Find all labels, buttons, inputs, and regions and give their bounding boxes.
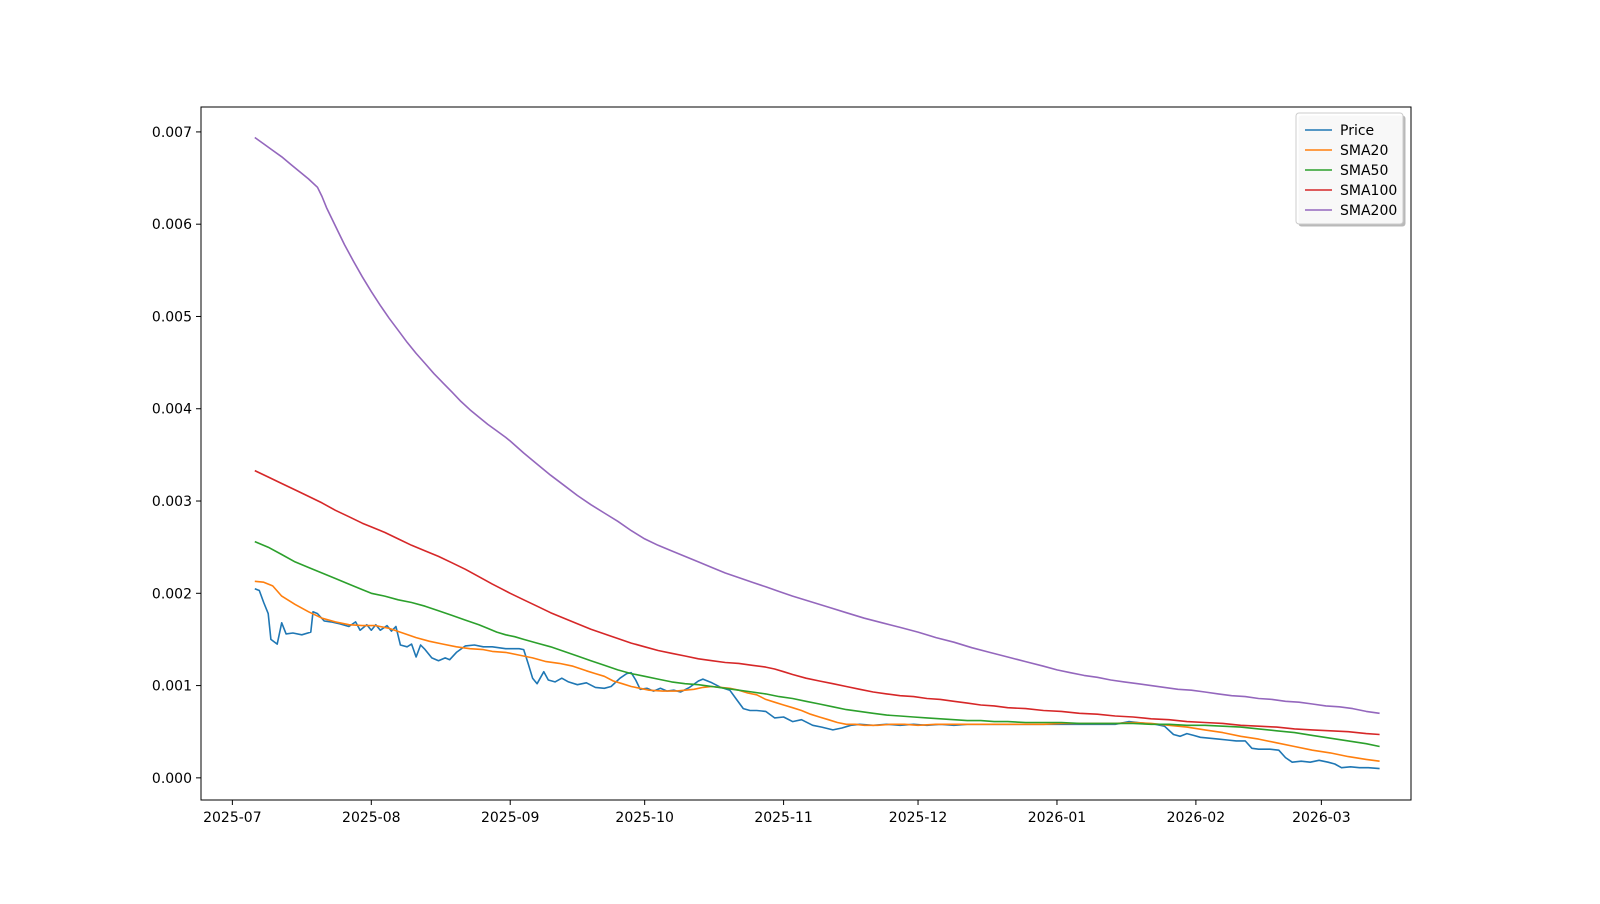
legend-box	[1295, 112, 1404, 225]
x-tick-label: 2026-03	[1292, 810, 1351, 826]
y-tick-label: 0.005	[152, 309, 192, 325]
legend-label-sma100: SMA100	[1340, 183, 1397, 199]
y-tick-label: 0.004	[152, 402, 192, 418]
x-tick-label: 2025-07	[203, 810, 262, 826]
legend-label-sma200: SMA200	[1340, 203, 1397, 219]
x-tick-label: 2026-02	[1167, 810, 1226, 826]
x-tick-label: 2025-10	[615, 810, 674, 826]
series-line-price	[254, 587, 1380, 770]
x-tick-label: 2025-12	[889, 810, 948, 826]
x-axis: 2025-07 2025-08 2025-09 2025-10 2025-11 2025-…	[203, 800, 1351, 826]
series-line-sma200	[254, 136, 1380, 715]
legend: Price SMA20 SMA50 SMA100 SMA200	[1295, 112, 1406, 227]
x-tick-label: 2025-11	[754, 810, 813, 826]
legend-item-sma200: SMA200	[1305, 203, 1397, 219]
legend-label-sma20: SMA20	[1340, 143, 1388, 159]
series-line-sma50	[254, 540, 1380, 748]
y-tick-label: 0.006	[152, 217, 192, 233]
legend-item-sma50: SMA50	[1305, 163, 1388, 179]
legend-item-sma20: SMA20	[1305, 143, 1388, 159]
y-tick-label: 0.000	[152, 771, 192, 787]
y-tick-label: 0.007	[152, 125, 192, 141]
y-axis: 0.000 0.001 0.002 0.003 0.004 0.005 0.006 0.007	[152, 125, 201, 787]
y-tick-label: 0.001	[152, 679, 192, 695]
y-tick-label: 0.003	[152, 494, 192, 510]
x-tick-label: 2025-09	[481, 810, 540, 826]
plot-area	[201, 107, 1411, 800]
legend-label-price: Price	[1340, 123, 1374, 139]
legend-item-price: Price	[1305, 123, 1374, 139]
y-tick-label: 0.002	[152, 586, 192, 602]
x-tick-label: 2026-01	[1028, 810, 1087, 826]
legend-label-sma50: SMA50	[1340, 163, 1388, 179]
series-lines	[254, 136, 1380, 770]
series-line-sma100	[254, 469, 1380, 736]
axes-spines	[200, 106, 1412, 801]
x-tick-label: 2025-08	[342, 810, 401, 826]
legend-item-sma100: SMA100	[1305, 183, 1397, 199]
